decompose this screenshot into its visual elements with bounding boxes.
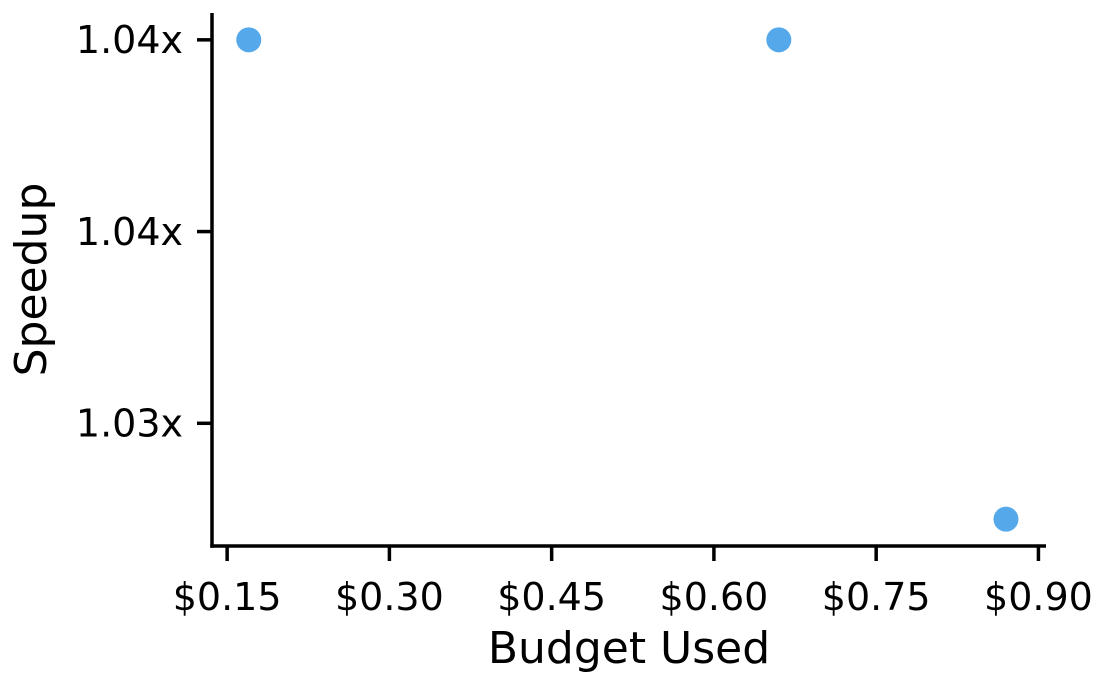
- x-tick-label: $0.45: [497, 575, 606, 619]
- y-axis-label: Speedup: [6, 183, 57, 377]
- x-tick-label: $0.60: [660, 575, 769, 619]
- x-tick-label: $0.30: [335, 575, 444, 619]
- y-tick-label: 1.04x: [76, 210, 183, 254]
- data-point: [766, 27, 792, 53]
- data-point: [993, 506, 1019, 532]
- x-tick-label: $0.90: [984, 575, 1093, 619]
- y-tick-label: 1.03x: [76, 402, 183, 446]
- y-tick-label: 1.04x: [76, 18, 183, 62]
- data-point: [236, 27, 262, 53]
- x-axis-label: Budget Used: [488, 623, 770, 674]
- x-tick-label: $0.75: [822, 575, 931, 619]
- x-tick-label: $0.15: [173, 575, 282, 619]
- chart-layer: 1.04x 1.04x 1.03x $0.15 $0.30 $0.45 $0.60 $0.75…: [76, 13, 1093, 619]
